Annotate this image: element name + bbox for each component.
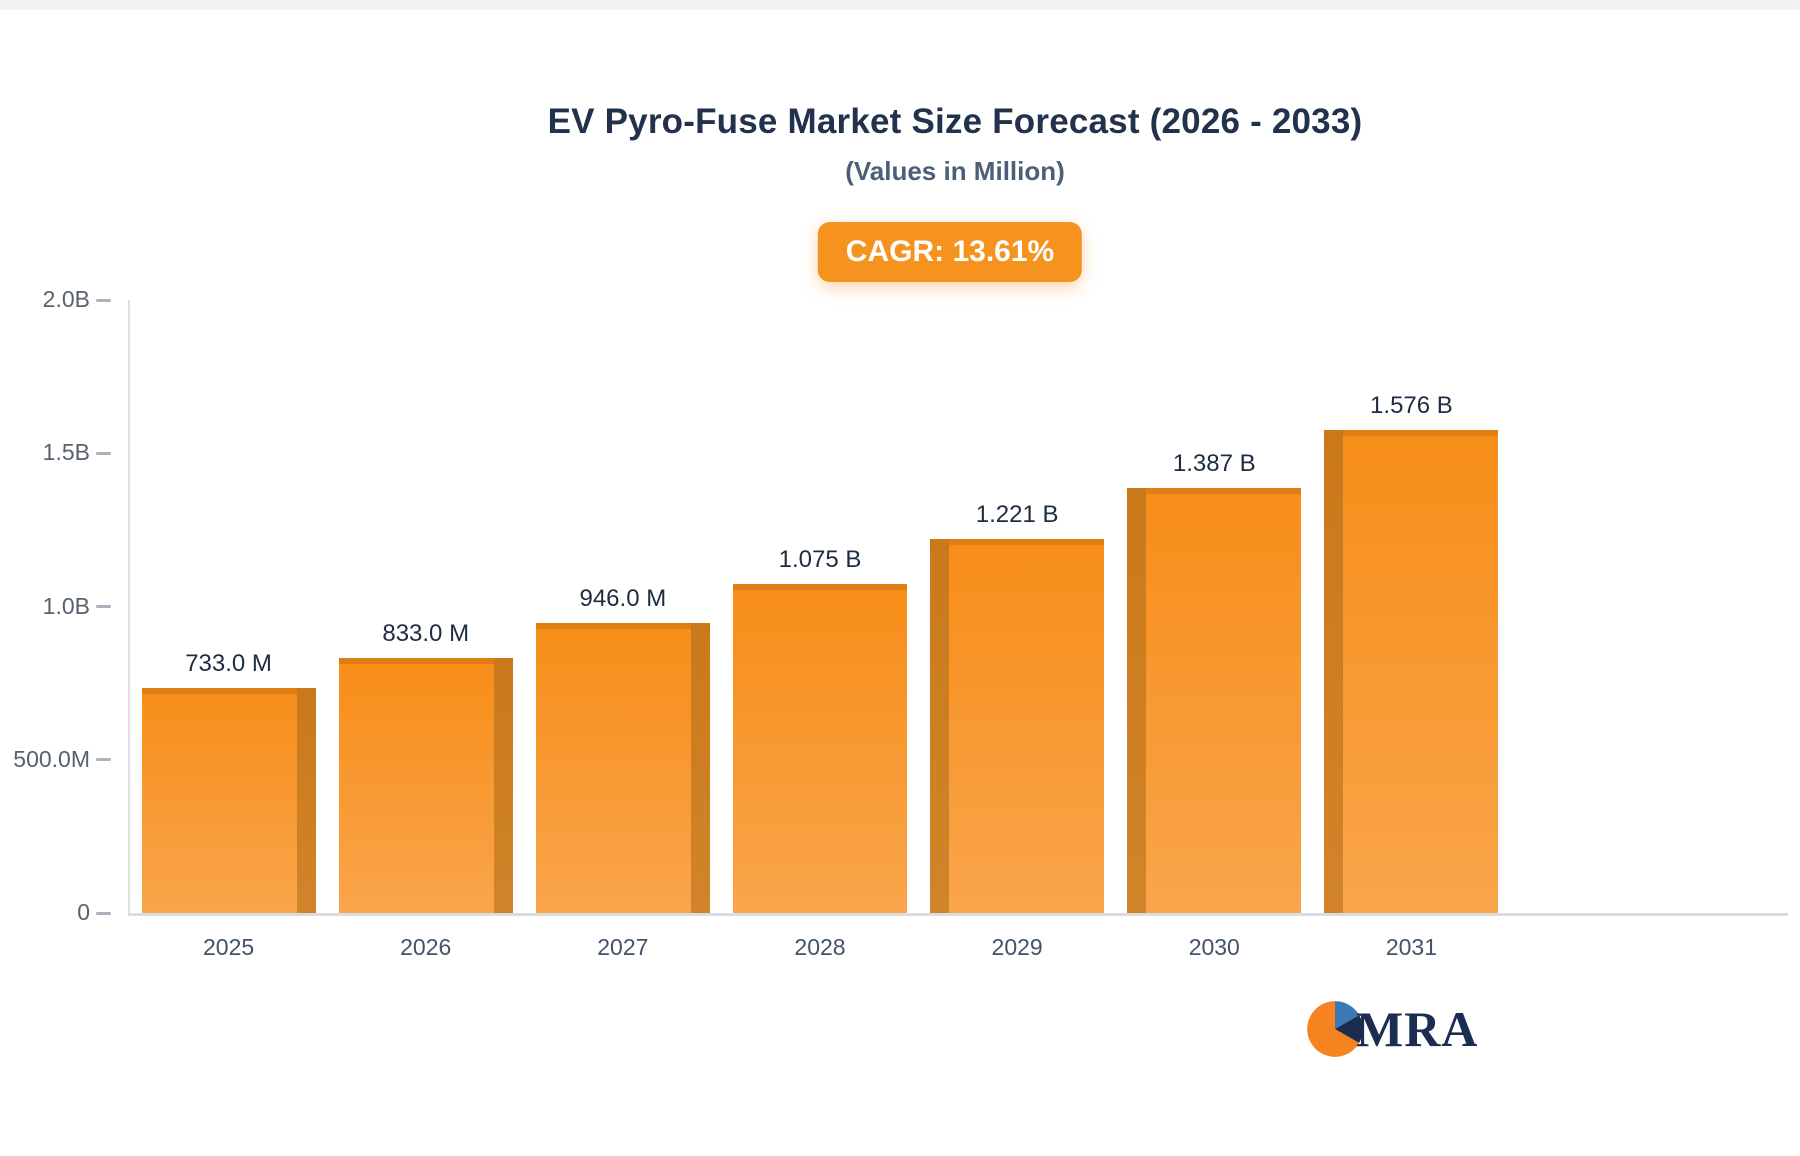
bar [930,538,1105,913]
y-axis-tick-label: 1.5B [42,439,90,466]
bar-column: 1.075 B [721,300,918,913]
bar-side-face [296,688,316,913]
bar-side-face [1127,487,1147,913]
y-axis-tick-mark [96,451,111,455]
chart-title: EV Pyro-Fuse Market Size Forecast (2026 … [547,102,1363,141]
bar [1324,430,1499,913]
logo-pie-slice-navy [1335,1015,1363,1043]
x-axis-label: 2026 [400,934,452,960]
x-axis-label: 2029 [991,934,1043,960]
bar-value-label: 1.075 B [778,545,862,573]
bar-top-face [338,657,513,664]
bar-column: 1.576 B [1313,300,1510,913]
bar-value-label: 1.576 B [1370,392,1453,419]
logo-pie-icon [1307,1001,1363,1057]
x-axis-label: 2028 [794,934,846,960]
bar-value-label: 833.0 M [382,619,470,647]
chart-subtitle: (Values in Million) [845,156,1065,186]
x-axis-row: 2025 2026 2027 2028 2029 2030 2031 [130,934,1510,961]
y-axis-tick-label: 1.0B [42,592,90,619]
bar [141,688,316,913]
y-axis-tick-label: 0 [77,899,90,925]
logo-pie-slice-orange [1307,1001,1360,1057]
logo-text: MRA [1356,1001,1479,1057]
logo-pie-slice-blue [1335,1001,1360,1029]
page-top-edge [0,0,1800,10]
bar-column: 1.221 B [919,300,1116,913]
bar [535,623,710,913]
bar-top-face [1324,430,1499,436]
x-axis-label: 2031 [1385,934,1437,960]
y-axis-tick-label: 2.0B [42,286,90,312]
bar [1127,487,1302,913]
y-axis-tick-mark [96,758,111,762]
bars-row: 733.0 M 833.0 M 946.0 M 1.075 B 1.221 B 1.387… [130,300,1510,913]
cagr-badge: CAGR: 13.61% [817,222,1083,282]
bar-top-face [930,538,1105,545]
bar [732,583,907,913]
bar-side-face [930,538,950,913]
bar-top-face [535,623,710,630]
y-axis-tick-mark [96,298,111,302]
x-axis-label: 2025 [202,934,255,960]
bar-side-face [690,623,710,913]
x-axis-label: 2027 [597,934,649,960]
bar-value-label: 1.387 B [1172,449,1256,477]
bar-column: 946.0 M [524,300,721,913]
bar-column: 833.0 M [327,300,524,913]
y-axis-tick-label: 500.0M [13,745,90,772]
x-axis-line [128,913,1788,916]
bar-side-face [493,657,513,913]
bar-column: 733.0 M [130,300,327,913]
y-axis-line [128,300,130,913]
y-axis-tick-mark [96,911,111,915]
y-axis-tick-mark [96,605,111,608]
brand-logo: MRA [1306,1000,1478,1058]
bar-top-face [1127,487,1302,494]
bar-column: 1.387 B [1116,300,1313,913]
bar-top-face [732,583,907,590]
bar-top-face [141,688,316,695]
bar-side-face [1324,430,1344,913]
bar-value-label: 733.0 M [185,650,272,678]
bar-value-label: 1.221 B [975,500,1059,528]
bar-value-label: 946.0 M [579,585,667,613]
x-axis-label: 2030 [1188,934,1240,960]
bar [338,657,513,913]
